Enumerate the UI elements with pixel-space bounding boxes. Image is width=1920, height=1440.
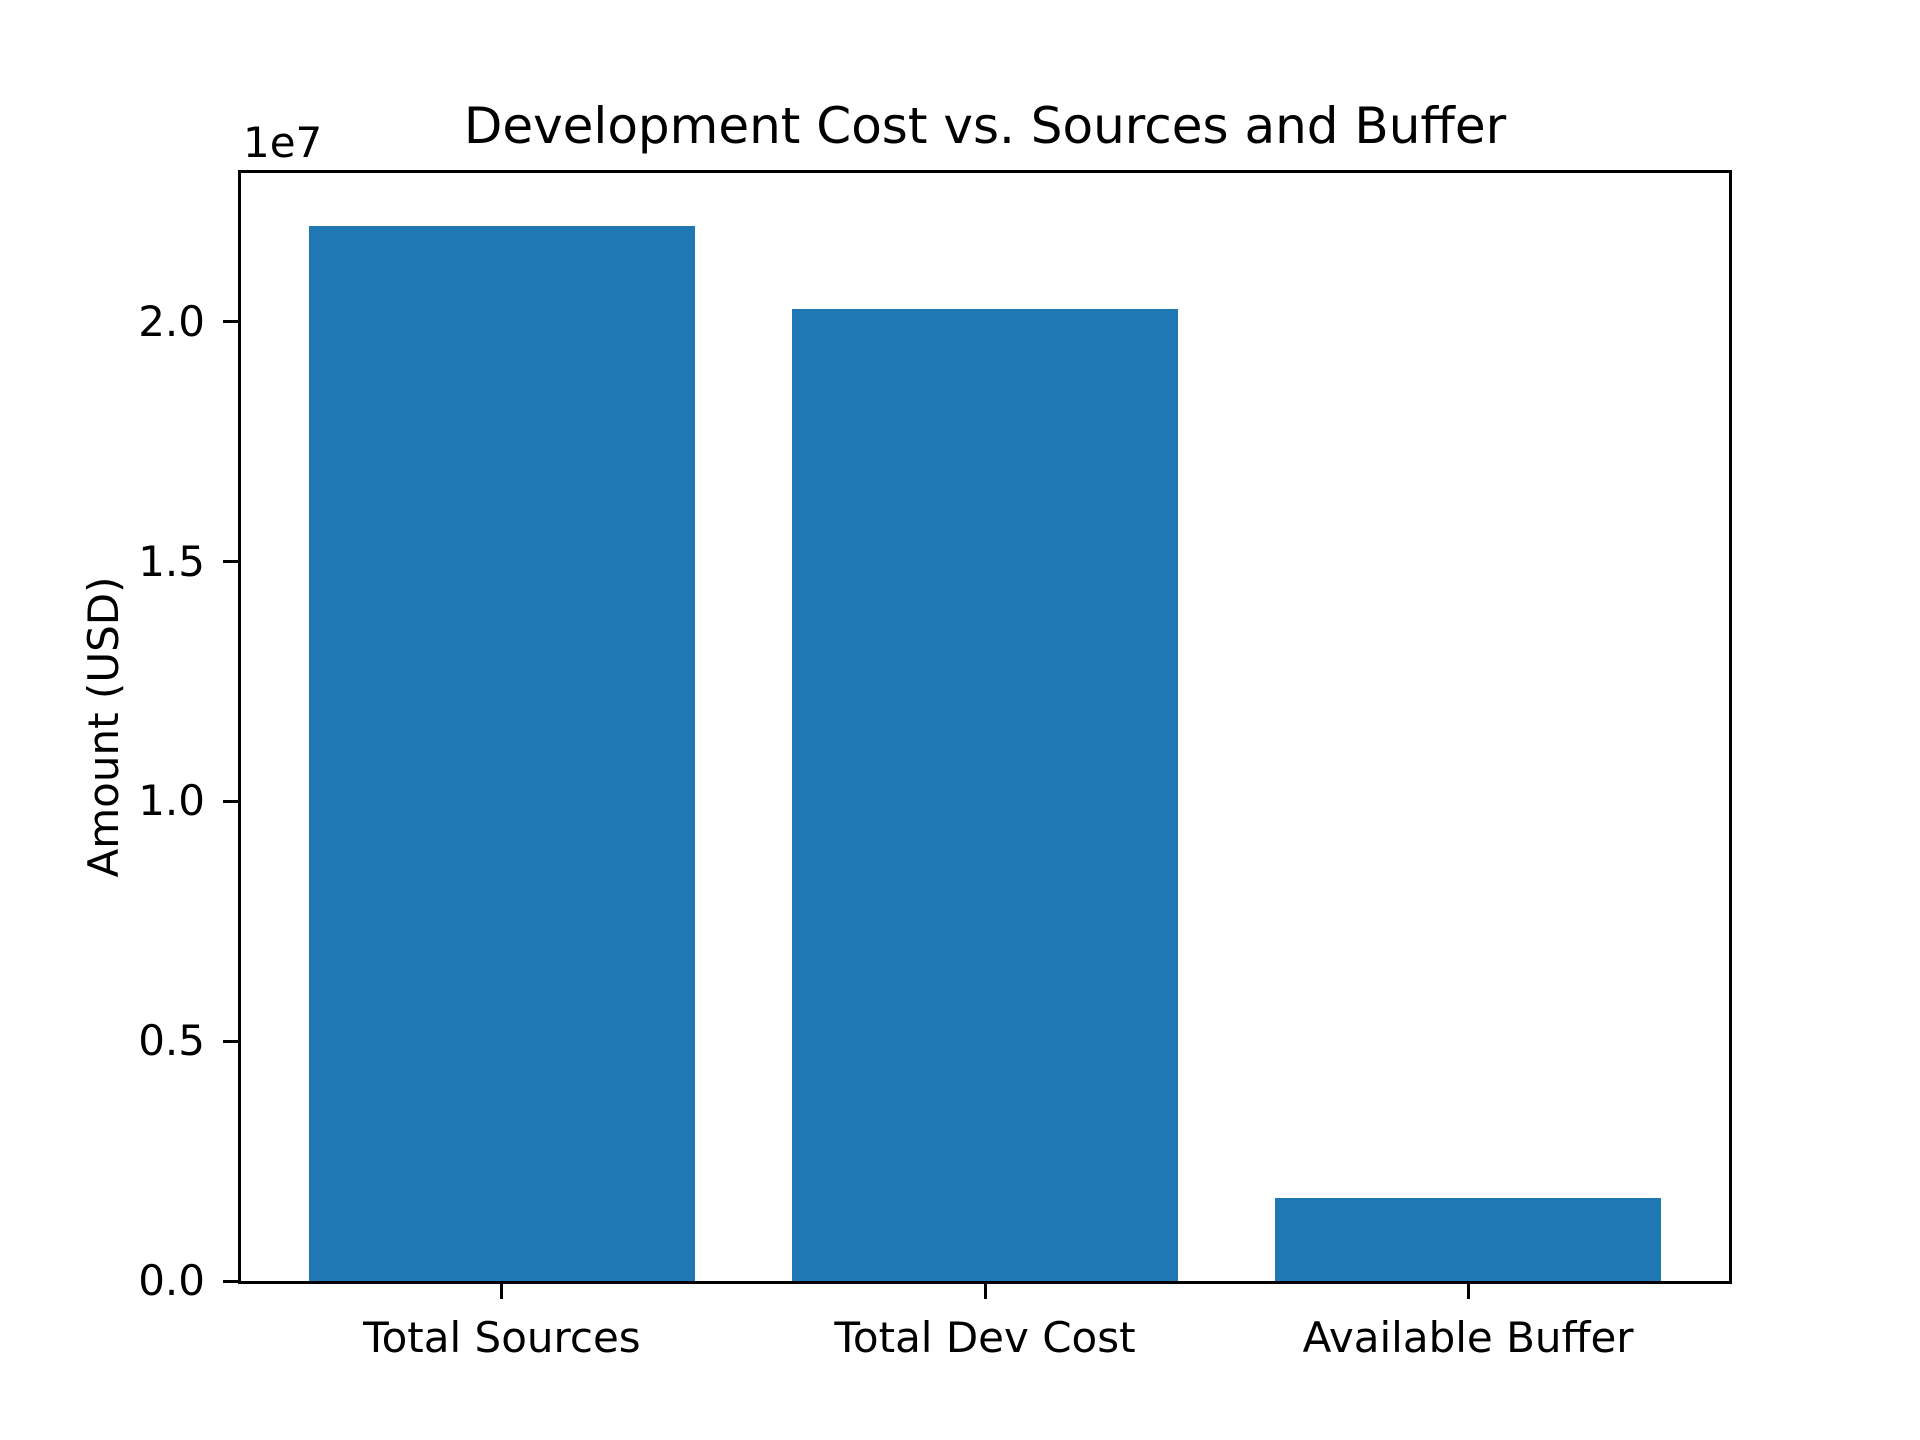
chart-title: Development Cost vs. Sources and Buffer [463,97,1507,155]
y-tick-label-0.5: 0.5 [138,1016,205,1066]
y-tick-mark [223,320,238,324]
y-tick-label-2.0: 2.0 [138,296,205,346]
y-tick-label-1.5: 1.5 [138,536,205,586]
y-tick-mark [223,560,238,564]
y-tick-mark [223,799,238,803]
x-tick-label-available-buffer: Available Buffer [1302,1313,1634,1362]
x-tick-label-total-dev-cost: Total Dev Cost [834,1313,1136,1362]
y-axis-offset-label: 1e7 [243,118,323,167]
y-tick-label-0.0: 0.0 [138,1256,205,1305]
bar-total-dev-cost [791,308,1179,1281]
y-tick-mark [223,1039,238,1043]
y-tick-label-1.0: 1.0 [138,776,205,826]
x-tick-label-total-sources: Total Sources [363,1313,641,1362]
bar-available-buffer [1274,1198,1662,1281]
y-axis-label: Amount (USD) [79,576,128,878]
x-tick-mark [1466,1284,1470,1299]
plot-area: Total Sources Total Dev Cost Available Buf… [138,170,1732,1359]
bar-total-sources [308,225,696,1281]
x-tick-mark [983,1284,987,1299]
x-tick-mark [500,1284,504,1299]
y-tick-mark [223,1279,238,1283]
